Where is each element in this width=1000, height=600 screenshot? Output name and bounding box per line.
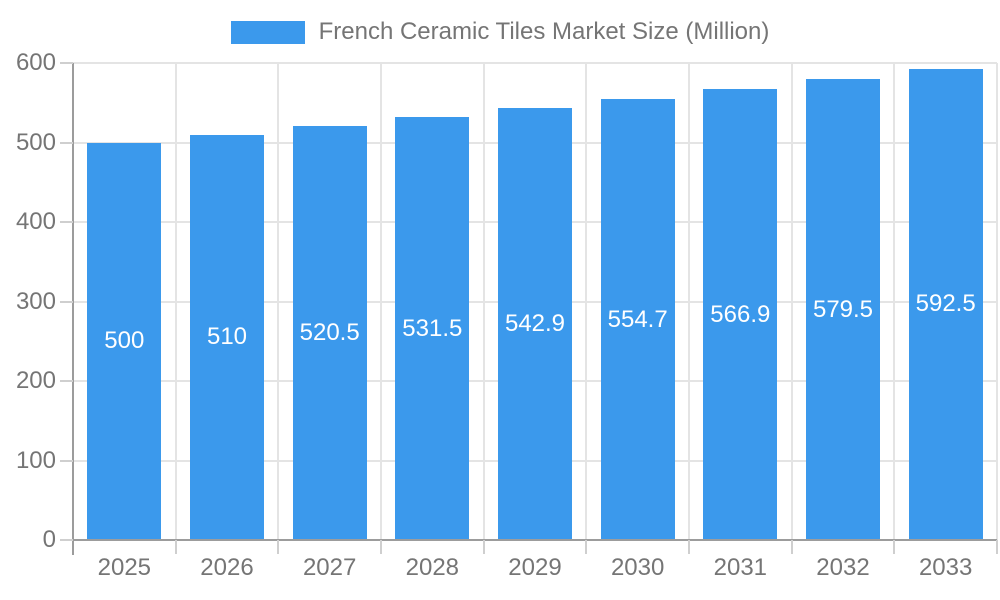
y-tick-label: 500 — [15, 128, 56, 156]
bar-value-label: 542.9 — [504, 310, 566, 338]
x-tick — [790, 540, 793, 554]
x-tick-label: 2031 — [713, 554, 768, 581]
bar-2029[interactable] — [498, 108, 572, 540]
x-tick — [688, 540, 690, 554]
x-tick-label: 2026 — [200, 554, 254, 581]
x-gridline — [380, 63, 382, 540]
y-axis-line — [72, 63, 74, 555]
bar-2030[interactable] — [600, 99, 675, 540]
x-axis-line — [60, 539, 997, 541]
x-gridline — [893, 63, 896, 540]
x-tick — [893, 540, 896, 554]
legend-swatch — [230, 20, 305, 44]
legend-label: French Ceramic Tiles Market Size (Millio… — [318, 18, 770, 45]
legend-item[interactable]: French Ceramic Tiles Market Size (Millio… — [0, 18, 1000, 46]
x-tick-label: 2027 — [302, 554, 357, 581]
bar-2032[interactable] — [806, 79, 880, 540]
bar-2033[interactable] — [908, 68, 983, 540]
y-tick-label: 600 — [15, 49, 56, 76]
bar-2025[interactable] — [87, 142, 162, 540]
x-tick — [277, 540, 280, 554]
y-tick-label: 400 — [15, 208, 56, 235]
y-tick — [60, 380, 73, 382]
x-tick — [585, 540, 588, 554]
bar-value-label: 510 — [206, 323, 248, 351]
y-tick — [60, 300, 73, 303]
x-tick-label: 2028 — [405, 554, 460, 581]
y-gridline — [73, 62, 997, 64]
x-tick-label: 2033 — [918, 554, 973, 581]
bar-2026[interactable] — [190, 134, 264, 540]
bar-2027[interactable] — [292, 126, 367, 540]
bar-value-label: 592.5 — [915, 290, 976, 318]
x-tick-label: 2032 — [816, 554, 870, 581]
y-tick — [60, 539, 73, 541]
bar-value-label: 500 — [104, 327, 145, 355]
x-tick-label: 2025 — [97, 554, 152, 581]
x-tick — [482, 540, 485, 554]
y-tick-label: 300 — [15, 287, 56, 315]
x-tick — [996, 540, 998, 554]
bar-2028[interactable] — [395, 117, 470, 540]
x-gridline — [790, 63, 793, 540]
x-gridline — [688, 63, 690, 540]
y-tick-label: 100 — [15, 446, 56, 474]
x-gridline — [277, 63, 280, 540]
bar-value-label: 520.5 — [299, 319, 360, 347]
bar-value-label: 566.9 — [710, 300, 771, 328]
x-tick — [380, 540, 382, 554]
x-tick-label: 2029 — [508, 554, 562, 581]
x-gridline — [996, 63, 998, 540]
y-tick — [60, 141, 73, 144]
y-tick-label: 0 — [42, 526, 56, 553]
y-tick — [60, 459, 73, 462]
bar-value-label: 554.7 — [607, 305, 668, 333]
bar-value-label: 579.5 — [812, 295, 874, 323]
y-tick — [60, 221, 73, 223]
x-tick — [174, 540, 177, 554]
x-tick-label: 2030 — [610, 554, 665, 581]
x-gridline — [482, 63, 485, 540]
x-gridline — [585, 63, 588, 540]
bar-value-label: 531.5 — [402, 314, 463, 342]
y-tick — [60, 62, 73, 64]
x-gridline — [174, 63, 177, 540]
bar-2031[interactable] — [703, 89, 778, 540]
plot-area: 500 510 520.5 531.5 542.9 554.7 566.9 579.5 592.… — [16, 49, 998, 581]
y-tick-label: 200 — [15, 367, 56, 394]
